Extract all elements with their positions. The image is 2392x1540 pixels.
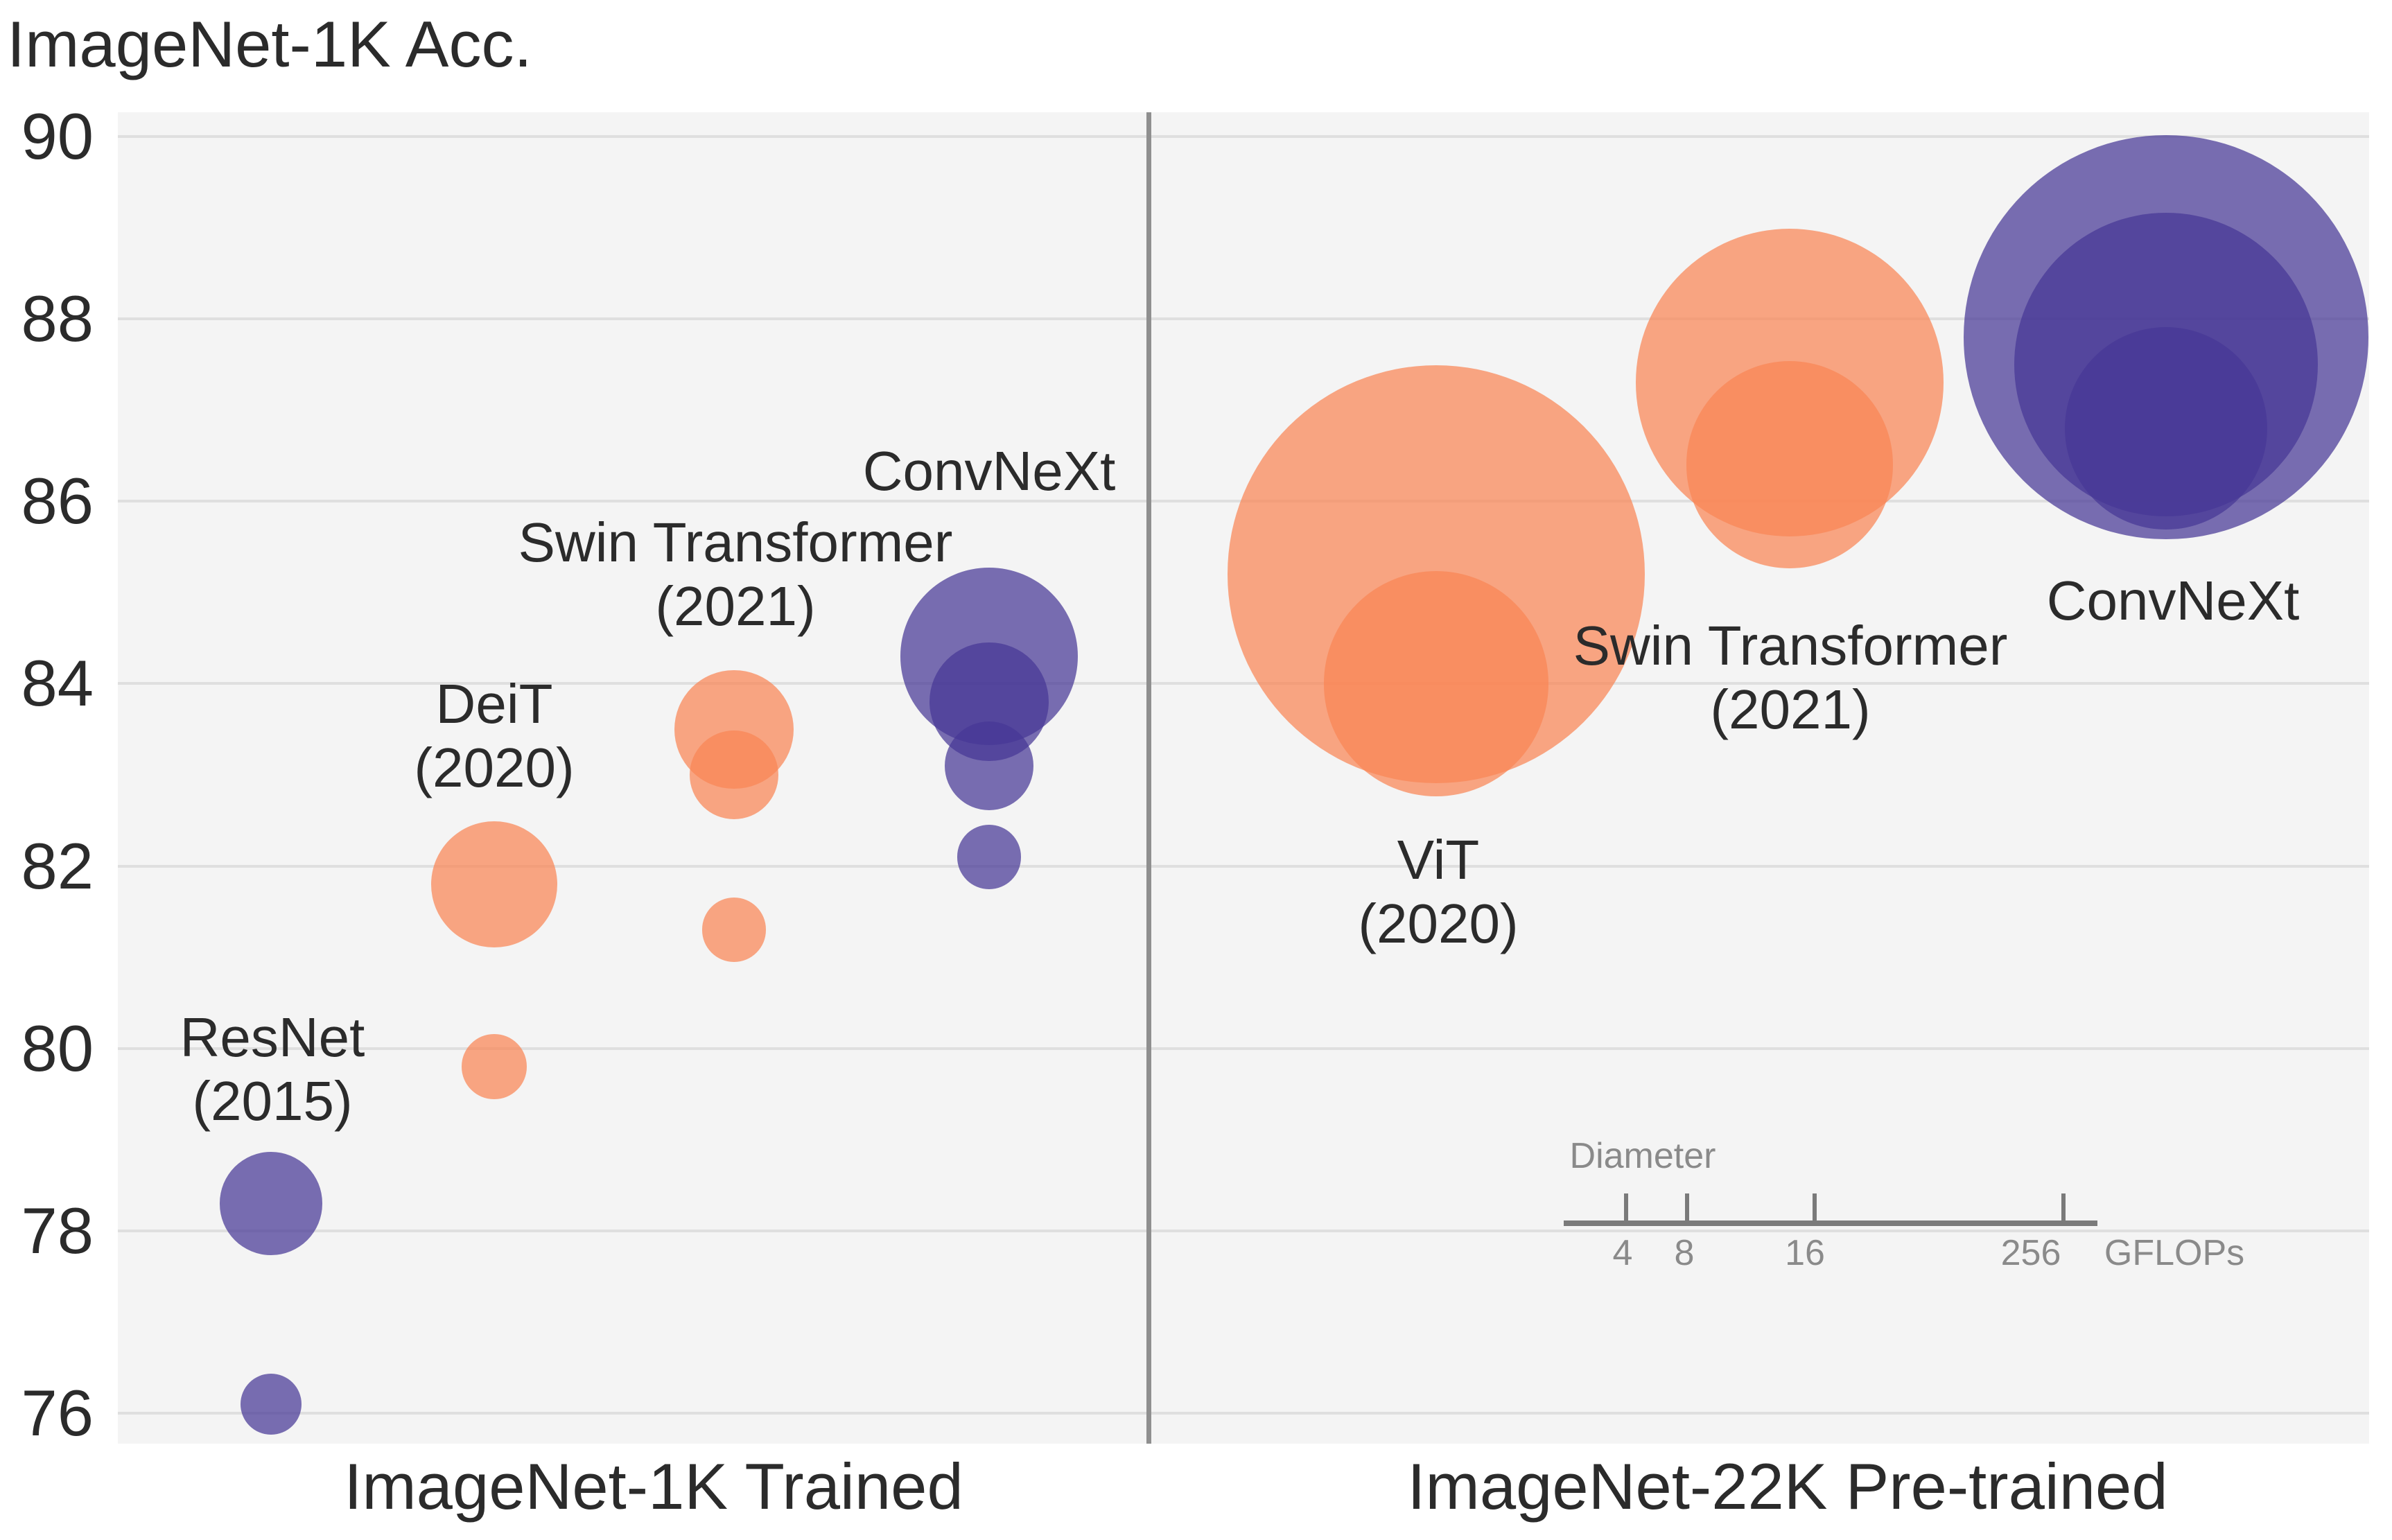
bubble-convnext-t [957,825,1022,889]
family-label-deit: DeiT [435,673,553,735]
legend-tick-4 [1624,1193,1628,1223]
family-label-convnext: ConvNeXt [862,440,1116,502]
family-label-swin-transformer: Swin Transformer [1573,615,2008,676]
y-axis-tick-label-86: 86 [21,464,94,538]
gridline-82 [118,864,2369,868]
bubble-deit-b [430,821,558,948]
panel-label-imagenet-1k-trained: ImageNet-1K Trained [344,1450,963,1523]
bubble-resnet-50 [240,1373,302,1435]
panel-label-imagenet-22k-pre-trained: ImageNet-22K Pre-trained [1407,1450,2168,1523]
chart-title: ImageNet-1K Acc. [7,8,532,80]
legend-tick-label-256: 256 [2000,1233,2061,1273]
gridline-88 [118,317,2369,321]
legend-tick-8 [1685,1193,1689,1223]
family-label-swin-transformer-year: (2021) [1710,679,1871,740]
y-axis-tick-label-76: 76 [21,1376,94,1449]
legend-tick-label-8: 8 [1674,1233,1695,1273]
bubble-swin-s [689,730,779,820]
legend-tick-label-16: 16 [1785,1233,1825,1273]
bubble-convnext-s [944,721,1034,811]
legend-title: Diameter [1569,1136,1716,1176]
y-axis-tick-label-82: 82 [21,829,94,902]
family-label-resnet: ResNet [180,1006,365,1068]
family-label-resnet-year: (2015) [192,1070,353,1132]
gridline-90 [118,135,2369,138]
legend-tick-label-4: 4 [1612,1233,1633,1273]
panel-divider [1146,112,1151,1444]
family-label-swin-transformer-year: (2021) [655,575,816,637]
legend-unit-label: GFLOPs [2104,1233,2245,1273]
legend-tick-256 [2061,1193,2066,1223]
gridline-78 [118,1229,2369,1232]
y-axis-tick-label-84: 84 [21,647,94,720]
gridline-80 [118,1047,2369,1050]
bubble-swin-b-384- [1686,361,1894,569]
legend-line [1564,1220,2097,1226]
family-label-vit-year: (2020) [1358,893,1519,954]
y-axis-tick-label-78: 78 [21,1193,94,1267]
gridline-76 [118,1411,2369,1415]
bubble-convnext-b-384- [2064,326,2268,530]
bubble-swin-t [701,898,767,962]
family-label-convnext: ConvNeXt [2046,570,2300,631]
bubble-deit-s [462,1034,527,1099]
bubble-resnet-152 [219,1152,323,1255]
y-axis-tick-label-80: 80 [21,1011,94,1085]
legend-tick-16 [1813,1193,1817,1223]
bubble-vit-b [1323,571,1549,796]
family-label-swin-transformer: Swin Transformer [518,511,953,573]
gridline-84 [118,682,2369,685]
family-label-deit-year: (2020) [414,737,575,798]
y-axis-tick-label-90: 90 [21,100,94,173]
y-axis-tick-label-88: 88 [21,282,94,356]
family-label-vit: ViT [1397,829,1480,891]
